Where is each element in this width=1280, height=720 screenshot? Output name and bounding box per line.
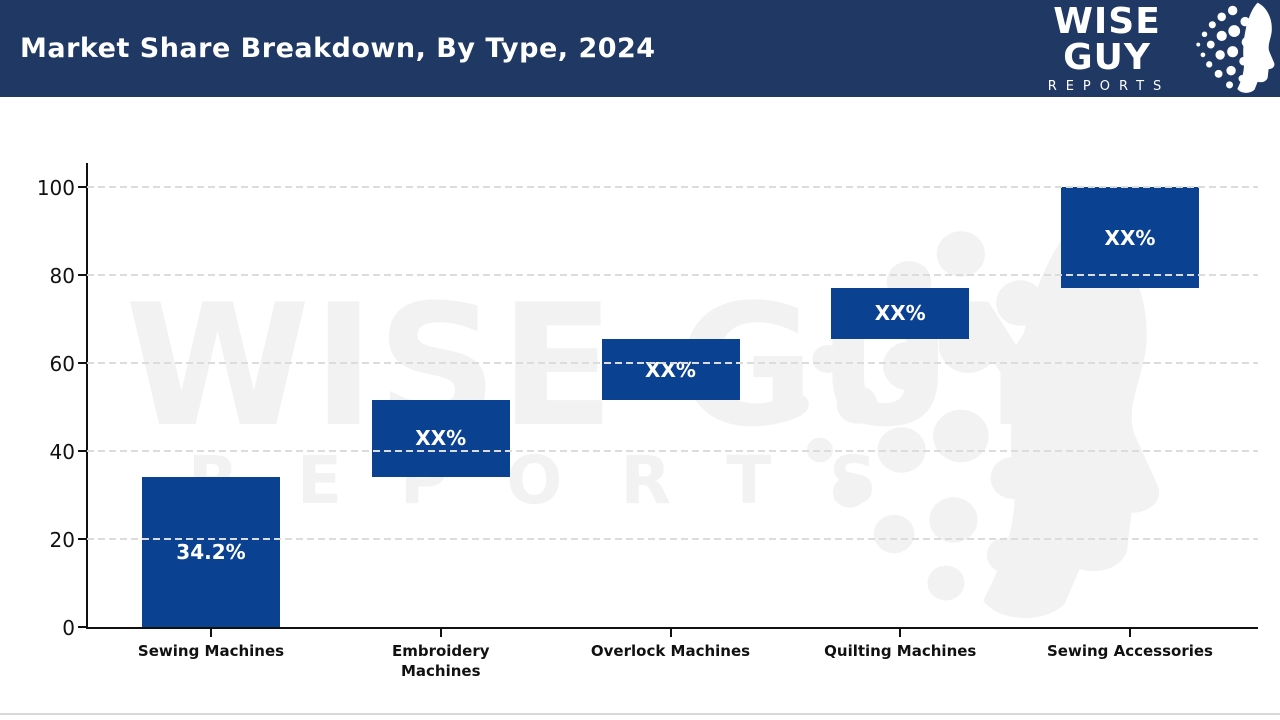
wise-guy-logo: WISE GUY REPORTS: [1016, 0, 1278, 97]
y-tick-mark: [78, 538, 86, 540]
x-tick-mark: [439, 629, 442, 637]
bottom-edge-line: [0, 713, 1280, 715]
x-tick-mark: [210, 629, 212, 637]
logo-reports: REPORTS: [1047, 78, 1171, 94]
bar-embroidery-machines: XX%: [371, 400, 510, 477]
bar-value-label: XX%: [1104, 225, 1156, 250]
x-axis: [86, 627, 1258, 629]
gridline: [87, 186, 1258, 188]
bar-quilting-machines: XX%: [831, 288, 970, 339]
watermark-reports: REPORTS: [188, 442, 935, 519]
y-tick-mark: [78, 362, 86, 364]
bar-sewing-accessories: XX%: [1061, 187, 1199, 289]
x-category-label: Overlock Machines: [590, 642, 751, 660]
x-category-label: Sewing Accessories: [1047, 642, 1213, 660]
y-tick-mark: [78, 274, 86, 276]
bar-value-label: 34.2%: [176, 539, 246, 564]
y-tick-mark: [78, 626, 86, 628]
gridline: [87, 362, 1258, 364]
y-tick-mark: [78, 186, 86, 188]
x-category-label: Quilting Machines: [824, 642, 977, 660]
y-tick-label: 20: [49, 528, 75, 552]
y-tick-label: 0: [62, 616, 75, 640]
gridline: [87, 450, 1258, 452]
chart-area: 0 20 40 60 80 100 34.2% Sewing Machines XX% Embro…: [0, 97, 1280, 713]
y-tick-label: 100: [36, 176, 75, 200]
x-tick-mark: [1129, 629, 1131, 637]
y-tick-label: 80: [49, 264, 75, 288]
header: Market Share Breakdown, By Type, 2024 WI…: [0, 0, 1280, 97]
y-axis: [86, 163, 88, 629]
wise-guy-face-icon: [1196, 2, 1275, 93]
page-title: Market Share Breakdown, By Type, 2024: [20, 33, 656, 64]
gridline: [87, 274, 1258, 276]
bar-overlock-machines: XX%: [601, 338, 740, 401]
bar-sewing-machines: 34.2%: [142, 476, 280, 627]
x-tick-mark: [669, 629, 672, 637]
x-tick-mark: [899, 629, 902, 637]
gridline: [87, 538, 1258, 540]
y-tick-label: 40: [49, 440, 75, 464]
bar-value-label: XX%: [645, 357, 696, 382]
x-category-label: Sewing Machines: [137, 642, 285, 660]
bar-value-label: XX%: [415, 426, 467, 451]
y-tick-mark: [78, 450, 86, 452]
logo-wordmark: WISE GUY REPORTS: [1016, 0, 1198, 94]
bar-value-label: XX%: [874, 301, 926, 326]
y-tick-label: 60: [49, 352, 75, 376]
logo-word: WISE GUY: [1053, 0, 1161, 78]
x-category-label: Embroidery Machines: [391, 642, 490, 680]
